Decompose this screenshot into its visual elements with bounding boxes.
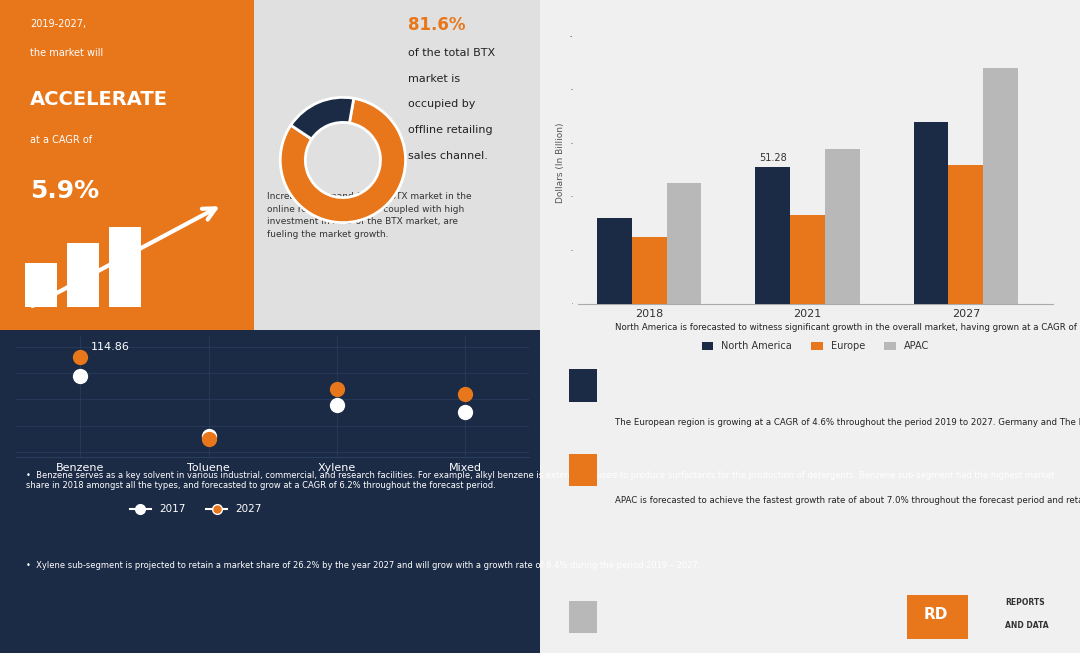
- Text: Increasing demand for the BTX market in the
online retailing business, coupled w: Increasing demand for the BTX market in …: [267, 192, 472, 238]
- Bar: [666, 183, 701, 304]
- FancyBboxPatch shape: [25, 263, 57, 308]
- Text: REPORTS: REPORTS: [1005, 598, 1045, 607]
- Text: sales channel.: sales channel.: [408, 150, 488, 161]
- Bar: [755, 167, 791, 304]
- Wedge shape: [291, 97, 354, 139]
- Text: 51.28: 51.28: [759, 153, 786, 163]
- Bar: [597, 218, 632, 304]
- Text: occupied by: occupied by: [408, 99, 475, 109]
- Bar: [791, 215, 825, 304]
- Text: 2019-2027,: 2019-2027,: [30, 20, 86, 29]
- Bar: [948, 165, 983, 304]
- Text: RD: RD: [923, 607, 948, 622]
- Text: market is: market is: [408, 74, 460, 84]
- Legend: 2017, 2027: 2017, 2027: [125, 500, 266, 518]
- Text: at a CAGR of: at a CAGR of: [30, 135, 92, 144]
- Wedge shape: [281, 99, 405, 223]
- Y-axis label: Dollars (In Billion): Dollars (In Billion): [556, 123, 565, 204]
- Bar: [632, 237, 666, 304]
- Legend: North America, Europe, APAC: North America, Europe, APAC: [698, 337, 933, 355]
- Text: •  Xylene sub-segment is projected to retain a market share of 26.2% by the year: • Xylene sub-segment is projected to ret…: [26, 560, 701, 569]
- Text: 5.9%: 5.9%: [30, 180, 99, 203]
- FancyBboxPatch shape: [904, 596, 968, 639]
- Bar: [825, 148, 860, 304]
- FancyBboxPatch shape: [569, 454, 597, 486]
- Text: 114.86: 114.86: [91, 342, 130, 352]
- FancyBboxPatch shape: [569, 601, 597, 633]
- Text: The European region is growing at a CAGR of 4.6% throughout the period 2019 to 2: The European region is growing at a CAGR…: [616, 418, 1080, 427]
- Text: the market will: the market will: [30, 48, 104, 58]
- Text: of the total BTX: of the total BTX: [408, 48, 496, 58]
- Bar: [983, 69, 1018, 304]
- Text: •  Benzene serves as a key solvent in various industrial, commercial, and resear: • Benzene serves as a key solvent in var…: [26, 471, 1055, 490]
- Text: AND DATA: AND DATA: [1005, 622, 1049, 630]
- Text: ACCELERATE: ACCELERATE: [30, 89, 168, 108]
- Text: APAC is forecasted to achieve the fastest growth rate of about 7.0% throughout t: APAC is forecasted to achieve the fastes…: [616, 496, 1080, 505]
- FancyBboxPatch shape: [569, 370, 597, 402]
- Text: offline retailing: offline retailing: [408, 125, 492, 135]
- Text: 81.6%: 81.6%: [408, 16, 465, 34]
- Bar: [914, 122, 948, 304]
- Text: North America is forecasted to witness significant growth in the overall market,: North America is forecasted to witness s…: [616, 323, 1080, 332]
- FancyBboxPatch shape: [67, 244, 99, 308]
- FancyBboxPatch shape: [109, 227, 140, 308]
